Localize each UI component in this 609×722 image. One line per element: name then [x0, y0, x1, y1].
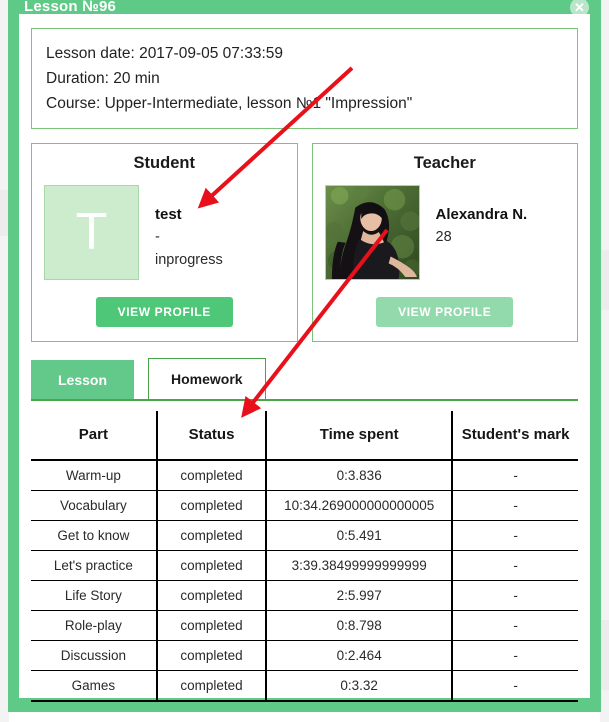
table-row: Let's practice completed 3:39.384999999999…	[31, 550, 578, 581]
backdrop-ghost-left	[0, 190, 8, 236]
header-part: Part	[31, 411, 158, 461]
teacher-profile-btn-wrap: VIEW PROFILE	[325, 297, 566, 327]
cell-status: completed	[156, 520, 268, 551]
cell-part: Role-play	[31, 610, 158, 641]
backdrop-ghost-right-2	[601, 620, 609, 690]
student-card-title: Student	[133, 154, 195, 172]
cell-time-spent: 0:2.464	[266, 640, 454, 671]
table-body: Warm-up completed 0:3.836- Vocabulary comple…	[31, 460, 578, 702]
cell-students-mark: -	[452, 610, 578, 641]
lesson-parts-table: Part Status Time spent Student's mark Wa…	[31, 411, 578, 702]
table-row: Role-play completed 0:8.798-	[31, 610, 578, 641]
lesson-date-line: Lesson date: 2017-09-05 07:33:59	[46, 45, 283, 62]
cell-status: completed	[156, 670, 268, 702]
header-time-spent: Time spent	[266, 411, 454, 461]
lesson-tabs: Lesson Homework	[31, 358, 578, 401]
close-icon[interactable]: ✕	[570, 0, 589, 17]
cell-part: Vocabulary	[31, 490, 158, 521]
table-row: Warm-up completed 0:3.836-	[31, 460, 578, 491]
cell-part: Life Story	[31, 580, 158, 611]
backdrop-strip-left	[0, 0, 9, 722]
cell-time-spent: 0:3.32	[266, 670, 454, 702]
teacher-meta: Alexandra N. 28	[436, 185, 528, 249]
cell-part: Warm-up	[31, 460, 158, 491]
cell-time-spent: 0:8.798	[266, 610, 454, 641]
student-secondary: -	[155, 229, 160, 245]
modal-body: Lesson date: 2017-09-05 07:33:59 Duratio…	[19, 14, 590, 702]
cell-status: completed	[156, 460, 268, 491]
cell-time-spent: 3:39.38499999999999	[266, 550, 454, 581]
table-row: Life Story completed 2:5.997-	[31, 580, 578, 611]
lesson-info-box: Lesson date: 2017-09-05 07:33:59 Duratio…	[31, 28, 578, 129]
cell-part: Get to know	[31, 520, 158, 551]
cell-time-spent: 0:5.491	[266, 520, 454, 551]
cell-students-mark: -	[452, 520, 578, 551]
cell-time-spent: 2:5.997	[266, 580, 454, 611]
teacher-avatar-photo	[324, 185, 420, 280]
modal-header: Lesson №96 ✕	[8, 0, 601, 28]
lesson-course-line: Course: Upper-Intermediate, lesson №1 "I…	[46, 95, 413, 112]
student-status: inprogress	[155, 252, 223, 268]
student-row: T test - inprogress	[44, 185, 285, 283]
teacher-card: Teacher	[311, 143, 578, 342]
tab-lesson-label: Lesson	[58, 372, 108, 388]
student-card: Student T test - inprogress VIEW PROFILE	[31, 143, 298, 342]
table-row: Get to know completed 0:5.491-	[31, 520, 578, 551]
backdrop-strip-right	[600, 0, 609, 722]
teacher-card-title: Teacher	[413, 154, 476, 172]
tab-homework[interactable]: Homework	[148, 358, 266, 399]
table-header-row: Part Status Time spent Student's mark	[31, 411, 578, 461]
table-row: Games completed 0:3.32-	[31, 670, 578, 702]
cell-status: completed	[156, 640, 268, 671]
cell-students-mark: -	[452, 580, 578, 611]
table-row: Discussion completed 0:2.464-	[31, 640, 578, 671]
cell-students-mark: -	[452, 460, 578, 491]
cell-students-mark: -	[452, 550, 578, 581]
teacher-name: Alexandra N.	[435, 206, 528, 223]
student-meta: test - inprogress	[155, 185, 223, 272]
teacher-row: Alexandra N. 28	[324, 185, 566, 283]
student-avatar: T	[44, 185, 139, 280]
cell-time-spent: 0:3.836	[266, 460, 454, 491]
cell-part: Games	[31, 670, 158, 702]
cell-students-mark: -	[452, 640, 578, 671]
cell-time-spent: 10:34.269000000000005	[266, 490, 454, 521]
student-view-profile-button[interactable]: VIEW PROFILE	[95, 297, 233, 327]
lesson-modal: Lesson №96 ✕ Lesson date: 2017-09-05 07:…	[8, 0, 601, 712]
table-row: Vocabulary completed 10:34.269000000000005…	[31, 490, 578, 521]
person-cards: Student T test - inprogress VIEW PROFILE…	[31, 143, 578, 342]
cell-students-mark: -	[452, 490, 578, 521]
cell-part: Discussion	[31, 640, 158, 671]
modal-title: Lesson №96	[24, 0, 117, 15]
student-name: test	[155, 206, 182, 223]
cell-status: completed	[156, 550, 268, 581]
cell-status: completed	[156, 580, 268, 611]
header-students-mark: Student's mark	[452, 411, 578, 461]
tab-lesson[interactable]: Lesson	[31, 360, 135, 399]
teacher-view-profile-button[interactable]: VIEW PROFILE	[376, 297, 514, 327]
cell-students-mark: -	[452, 670, 578, 702]
teacher-secondary: 28	[435, 229, 452, 245]
cell-part: Let's practice	[31, 550, 158, 581]
lesson-duration-line: Duration: 20 min	[46, 70, 160, 87]
student-profile-btn-wrap: VIEW PROFILE	[44, 297, 285, 327]
cell-status: completed	[156, 610, 268, 641]
backdrop-ghost-right	[601, 250, 609, 310]
cell-status: completed	[156, 490, 268, 521]
tab-homework-label: Homework	[171, 371, 243, 387]
header-status: Status	[156, 411, 268, 461]
